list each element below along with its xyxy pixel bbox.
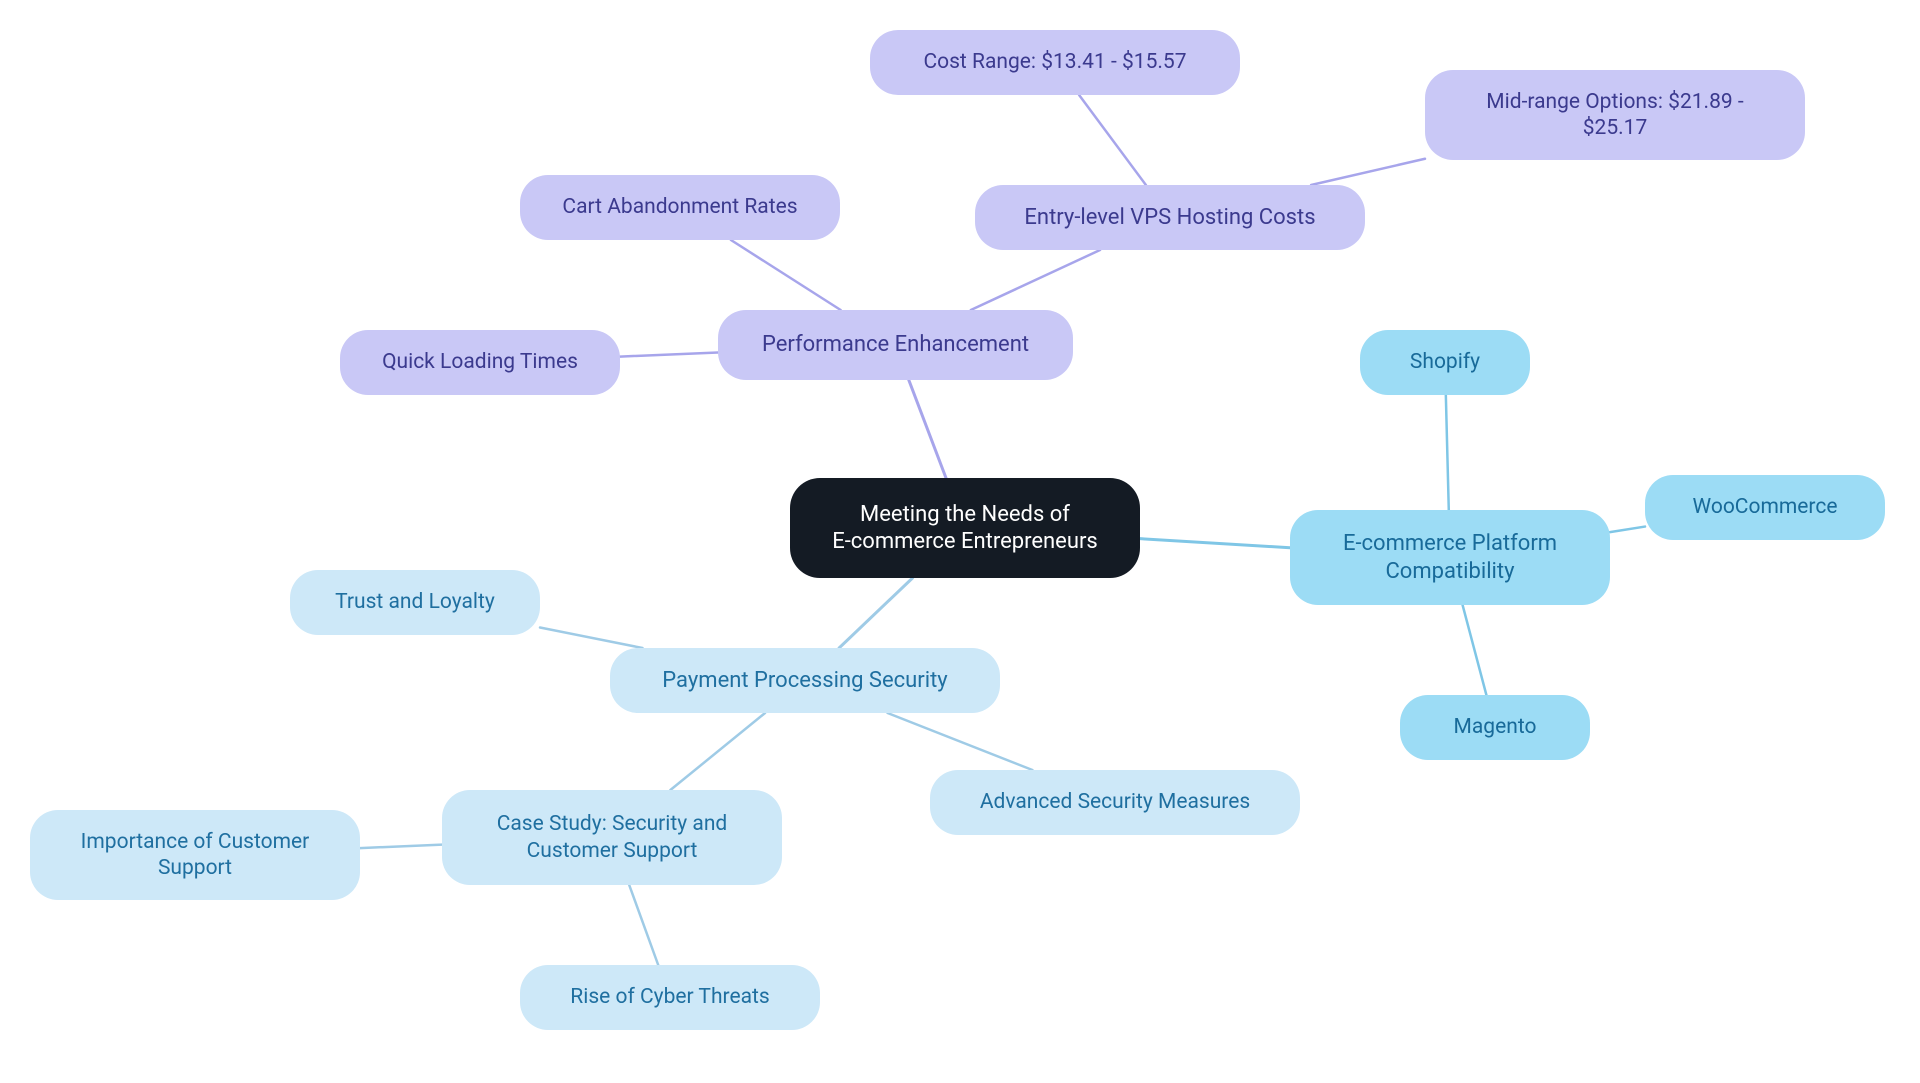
node-label: Performance Enhancement — [762, 331, 1029, 359]
node-label: Quick Loading Times — [382, 349, 578, 375]
node-woo: WooCommerce — [1645, 475, 1885, 540]
node-compat: E-commerce Platform Compatibility — [1290, 510, 1610, 605]
node-payment: Payment Processing Security — [610, 648, 1000, 713]
node-label: Case Study: Security and Customer Suppor… — [497, 811, 728, 864]
node-label: Shopify — [1410, 349, 1480, 375]
node-quick: Quick Loading Times — [340, 330, 620, 395]
node-label: Cost Range: $13.41 - $15.57 — [923, 49, 1186, 75]
node-trust: Trust and Loyalty — [290, 570, 540, 635]
node-vps: Entry-level VPS Hosting Costs — [975, 185, 1365, 250]
node-label: Meeting the Needs of E-commerce Entrepre… — [832, 501, 1098, 556]
node-support: Importance of Customer Support — [30, 810, 360, 900]
node-cart: Cart Abandonment Rates — [520, 175, 840, 240]
node-label: Payment Processing Security — [662, 667, 947, 695]
node-label: Importance of Customer Support — [81, 829, 310, 882]
node-magento: Magento — [1400, 695, 1590, 760]
node-cyber: Rise of Cyber Threats — [520, 965, 820, 1030]
node-case: Case Study: Security and Customer Suppor… — [442, 790, 782, 885]
node-label: Rise of Cyber Threats — [570, 984, 769, 1010]
node-shopify: Shopify — [1360, 330, 1530, 395]
node-label: Magento — [1454, 714, 1537, 740]
node-label: Entry-level VPS Hosting Costs — [1024, 204, 1315, 232]
node-label: WooCommerce — [1693, 494, 1838, 520]
node-label: E-commerce Platform Compatibility — [1343, 530, 1557, 585]
node-advanced: Advanced Security Measures — [930, 770, 1300, 835]
node-label: Mid-range Options: $21.89 - $25.17 — [1486, 89, 1743, 142]
node-label: Cart Abandonment Rates — [562, 194, 797, 220]
node-root: Meeting the Needs of E-commerce Entrepre… — [790, 478, 1140, 578]
mindmap-canvas: Meeting the Needs of E-commerce Entrepre… — [0, 0, 1920, 1083]
node-mid: Mid-range Options: $21.89 - $25.17 — [1425, 70, 1805, 160]
node-performance: Performance Enhancement — [718, 310, 1073, 380]
node-label: Trust and Loyalty — [335, 589, 495, 615]
node-label: Advanced Security Measures — [980, 789, 1250, 815]
node-cost: Cost Range: $13.41 - $15.57 — [870, 30, 1240, 95]
